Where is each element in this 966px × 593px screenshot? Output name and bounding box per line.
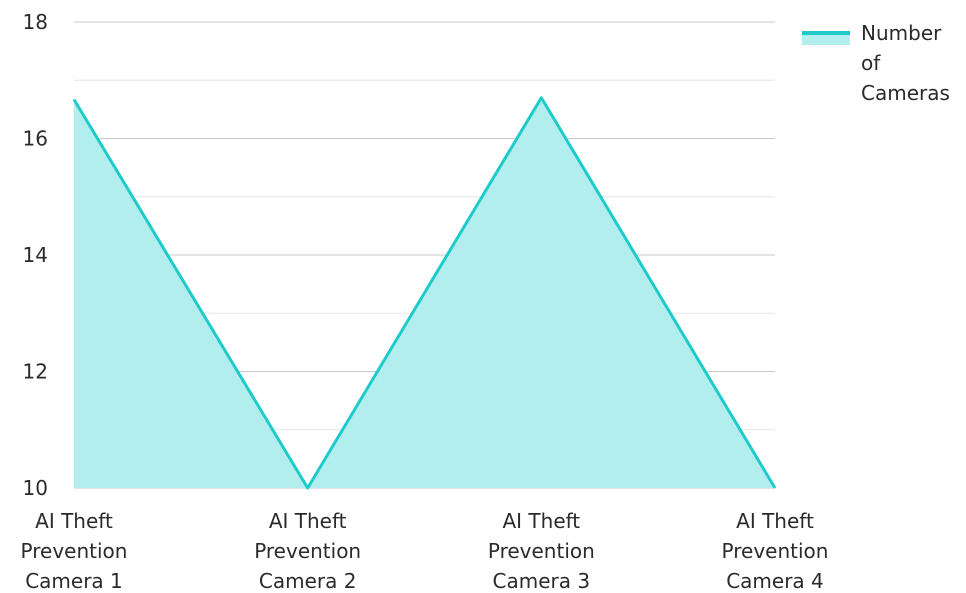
- y-tick-label: 16: [23, 127, 48, 151]
- legend: Number of Cameras: [802, 21, 950, 105]
- y-tick-label: 12: [23, 360, 48, 384]
- x-axis-tick-labels: AI Theft Prevention Camera 1 AI Theft Preven…: [21, 509, 829, 593]
- x-tick-label: AI Theft Prevention Camera 1: [21, 509, 128, 593]
- legend-swatch-fill: [802, 33, 850, 45]
- legend-label: Number of Cameras: [861, 21, 950, 105]
- y-tick-label: 14: [23, 243, 48, 267]
- series-line: [72, 96, 777, 490]
- legend-swatch-line: [802, 31, 850, 35]
- x-tick-label: AI Theft Prevention Camera 4: [722, 509, 829, 593]
- y-tick-label: 10: [23, 476, 48, 500]
- y-axis-tick-labels: 10 12 14 16 18: [23, 10, 48, 500]
- x-tick-label: AI Theft Prevention Camera 2: [254, 509, 361, 593]
- y-tick-label: 18: [23, 10, 48, 34]
- x-tick-label: AI Theft Prevention Camera 3: [488, 509, 595, 593]
